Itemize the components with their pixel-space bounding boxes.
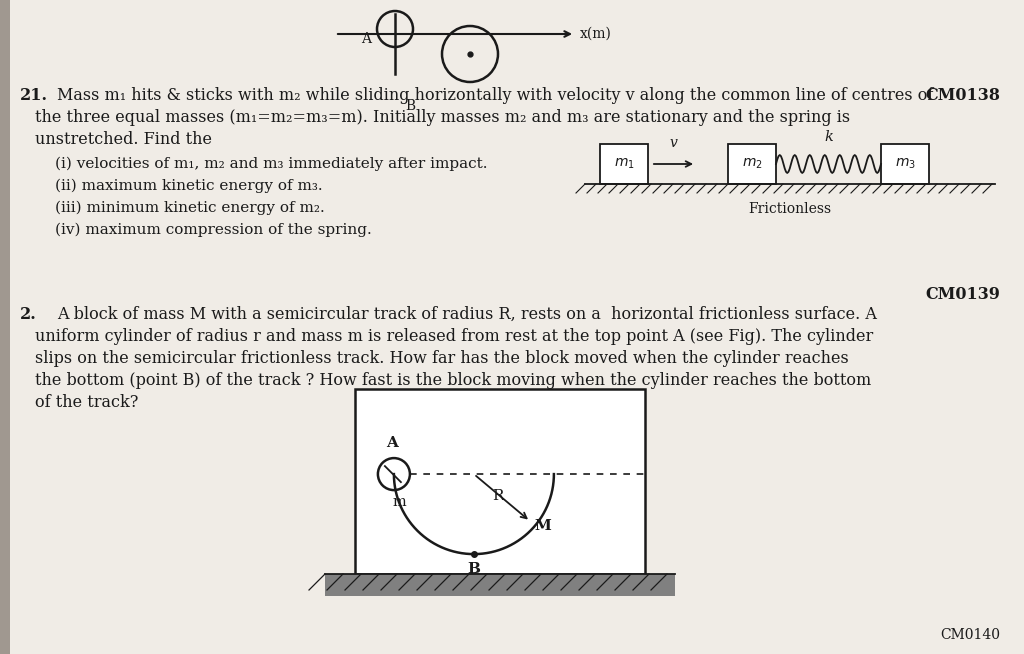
Text: A: A xyxy=(361,32,371,46)
Text: the bottom (point B) of the track ? How fast is the block moving when the cylind: the bottom (point B) of the track ? How … xyxy=(35,372,871,389)
Text: the three equal masses (m₁=m₂=m₃=m). Initially masses m₂ and m₃ are stationary a: the three equal masses (m₁=m₂=m₃=m). Ini… xyxy=(35,109,850,126)
Text: Mass m₁ hits & sticks with m₂ while sliding horizontally with velocity v along t: Mass m₁ hits & sticks with m₂ while slid… xyxy=(57,87,933,104)
Text: (iv) maximum compression of the spring.: (iv) maximum compression of the spring. xyxy=(55,223,372,237)
Text: Frictionless: Frictionless xyxy=(749,202,831,216)
FancyBboxPatch shape xyxy=(728,144,776,184)
FancyBboxPatch shape xyxy=(355,389,645,574)
Text: uniform cylinder of radius r and mass m is released from rest at the top point A: uniform cylinder of radius r and mass m … xyxy=(35,328,873,345)
FancyBboxPatch shape xyxy=(600,144,648,184)
Text: (ii) maximum kinetic energy of m₃.: (ii) maximum kinetic energy of m₃. xyxy=(55,179,323,194)
FancyBboxPatch shape xyxy=(0,0,10,654)
Text: m: m xyxy=(392,495,406,509)
Text: k: k xyxy=(824,130,833,144)
FancyBboxPatch shape xyxy=(881,144,929,184)
Text: A block of mass M with a semicircular track of radius R, rests on a  horizontal : A block of mass M with a semicircular tr… xyxy=(57,306,877,323)
Text: B: B xyxy=(467,562,480,576)
Text: $m_3$: $m_3$ xyxy=(895,157,915,171)
Text: slips on the semicircular frictionless track. How far has the block moved when t: slips on the semicircular frictionless t… xyxy=(35,350,849,367)
Text: R: R xyxy=(492,489,504,503)
Text: B: B xyxy=(404,99,415,113)
Text: 2.: 2. xyxy=(20,306,37,323)
Text: x(m): x(m) xyxy=(580,27,612,41)
Text: CM0139: CM0139 xyxy=(925,286,1000,303)
Text: (i) velocities of m₁, m₂ and m₃ immediately after impact.: (i) velocities of m₁, m₂ and m₃ immediat… xyxy=(55,157,487,171)
Text: unstretched. Find the: unstretched. Find the xyxy=(35,131,212,148)
Text: of the track?: of the track? xyxy=(35,394,138,411)
Text: $m_1$: $m_1$ xyxy=(613,157,635,171)
Text: CM0140: CM0140 xyxy=(940,628,1000,642)
Text: (iii) minimum kinetic energy of m₂.: (iii) minimum kinetic energy of m₂. xyxy=(55,201,325,215)
Text: 21.: 21. xyxy=(20,87,48,104)
Text: $m_2$: $m_2$ xyxy=(741,157,762,171)
Text: CM0138: CM0138 xyxy=(925,87,1000,104)
Text: M: M xyxy=(535,519,552,533)
Text: A: A xyxy=(386,436,398,450)
FancyBboxPatch shape xyxy=(325,574,675,596)
Text: v: v xyxy=(670,136,678,150)
